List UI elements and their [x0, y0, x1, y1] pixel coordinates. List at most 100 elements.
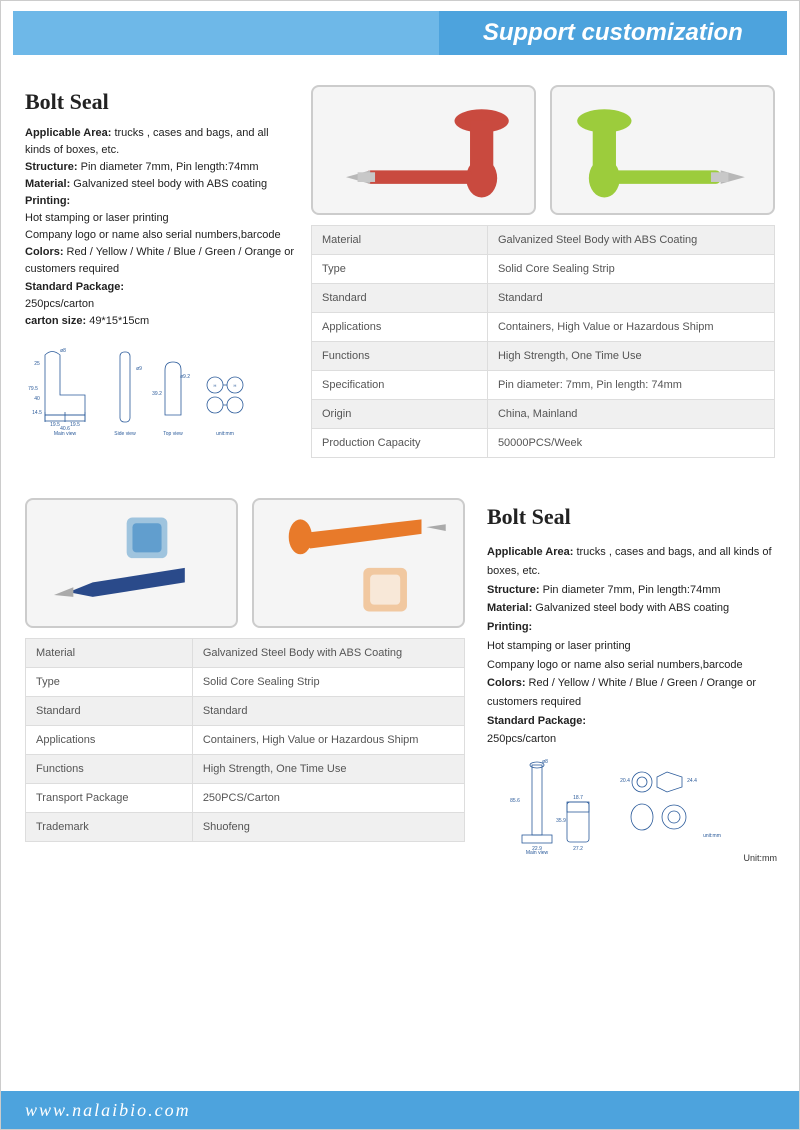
spec-value: Hot stamping or laser printing: [487, 640, 631, 652]
table-cell: 250PCS/Carton: [192, 784, 464, 813]
table-cell: Material: [26, 639, 193, 668]
spec-label: Colors:: [487, 677, 526, 689]
svg-text:Side view: Side view: [114, 431, 136, 437]
spec-line: Standard Package:: [487, 712, 775, 731]
product2-technical-diagram: Main view unit:mm 85.6 ø8 22.9 18.7 27.2…: [487, 757, 767, 862]
table-row: FunctionsHigh Strength, One Time Use: [312, 342, 775, 371]
spec-value: Red / Yellow / White / Blue / Green / Or…: [487, 677, 756, 708]
svg-text:27.2: 27.2: [573, 846, 583, 852]
table-cell: Galvanized Steel Body with ABS Coating: [487, 226, 774, 255]
product2-image-blue: [25, 498, 238, 628]
svg-text:unit:mm: unit:mm: [216, 431, 234, 437]
table-cell: Functions: [26, 755, 193, 784]
spec-label: carton size:: [25, 315, 86, 327]
table-cell: Material: [312, 226, 488, 255]
table-cell: Production Capacity: [312, 429, 488, 458]
table-cell: Standard: [26, 697, 193, 726]
product1-spec-table: MaterialGalvanized Steel Body with ABS C…: [311, 225, 775, 458]
table-cell: Solid Core Sealing Strip: [192, 668, 464, 697]
table-cell: Specification: [312, 371, 488, 400]
spec-value: 250pcs/carton: [25, 298, 94, 310]
spec-value: Company logo or name also serial numbers…: [487, 659, 743, 671]
table-row: StandardStandard: [312, 284, 775, 313]
spec-value: Hot stamping or laser printing: [25, 212, 169, 224]
table-cell: Solid Core Sealing Strip: [487, 255, 774, 284]
table-cell: Containers, High Value or Hazardous Ship…: [192, 726, 464, 755]
spec-line: Printing:: [487, 618, 775, 637]
table-row: TrademarkShuofeng: [26, 813, 465, 842]
spec-line: 250pcs/carton: [487, 730, 775, 749]
spec-line: Colors: Red / Yellow / White / Blue / Gr…: [25, 244, 295, 278]
spec-line: Company logo or name also serial numbers…: [25, 227, 295, 244]
table-cell: Functions: [312, 342, 488, 371]
svg-text:39.2: 39.2: [152, 391, 162, 397]
spec-line: Applicable Area: trucks , cases and bags…: [487, 543, 775, 580]
spec-label: Printing:: [25, 195, 70, 207]
spec-value: Company logo or name also serial numbers…: [25, 229, 281, 241]
svg-text:85.6: 85.6: [510, 798, 520, 804]
spec-line: Colors: Red / Yellow / White / Blue / Gr…: [487, 674, 775, 711]
svg-text:18.7: 18.7: [573, 795, 583, 801]
spec-value: Galvanized steel body with ABS coating: [532, 602, 729, 614]
svg-text:unit:mm: unit:mm: [703, 833, 721, 839]
table-cell: Origin: [312, 400, 488, 429]
table-cell: Standard: [192, 697, 464, 726]
svg-text:35.9: 35.9: [556, 818, 566, 824]
svg-text:14.5: 14.5: [32, 410, 42, 416]
footer-bar: www.nalaibio.com: [1, 1091, 799, 1129]
table-cell: Galvanized Steel Body with ABS Coating: [192, 639, 464, 668]
table-row: TypeSolid Core Sealing Strip: [26, 668, 465, 697]
table-cell: High Strength, One Time Use: [487, 342, 774, 371]
spec-line: Printing:: [25, 193, 295, 210]
product2-spec-table: MaterialGalvanized Steel Body with ABS C…: [25, 638, 465, 842]
table-row: TypeSolid Core Sealing Strip: [312, 255, 775, 284]
product1-description: Bolt Seal Applicable Area: trucks , case…: [25, 85, 295, 458]
spec-line: carton size: 49*15*15cm: [25, 313, 295, 330]
svg-text:22.9: 22.9: [532, 846, 542, 852]
table-cell: Standard: [487, 284, 774, 313]
spec-line: Structure: Pin diameter 7mm, Pin length:…: [25, 159, 295, 176]
spec-value: Pin diameter 7mm, Pin length:74mm: [540, 584, 721, 596]
spec-label: Applicable Area:: [25, 127, 111, 139]
svg-text:Top view: Top view: [163, 431, 183, 437]
product-section-1: Bolt Seal Applicable Area: trucks , case…: [1, 55, 799, 468]
table-cell: Trademark: [26, 813, 193, 842]
header-accent-left: [13, 11, 439, 55]
product1-image-red: [311, 85, 536, 215]
table-cell: Standard: [312, 284, 488, 313]
table-row: Production Capacity50000PCS/Week: [312, 429, 775, 458]
table-row: StandardStandard: [26, 697, 465, 726]
spec-value: 250pcs/carton: [487, 733, 556, 745]
spec-line: Hot stamping or laser printing: [487, 637, 775, 656]
table-cell: China, Mainland: [487, 400, 774, 429]
svg-text:40: 40: [34, 396, 40, 402]
svg-text:79.5: 79.5: [28, 386, 38, 392]
table-cell: 50000PCS/Week: [487, 429, 774, 458]
spec-line: Material: Galvanized steel body with ABS…: [25, 176, 295, 193]
spec-line: Standard Package:: [25, 279, 295, 296]
table-cell: Applications: [26, 726, 193, 755]
product1-image-green: [550, 85, 775, 215]
table-row: FunctionsHigh Strength, One Time Use: [26, 755, 465, 784]
svg-text:24.4: 24.4: [687, 778, 697, 784]
product1-title: Bolt Seal: [25, 85, 295, 119]
svg-text:ø9.2: ø9.2: [180, 374, 190, 380]
spec-line: 250pcs/carton: [25, 296, 295, 313]
header-bar: Support customization: [13, 11, 787, 55]
spec-value: Galvanized steel body with ABS coating: [70, 178, 267, 190]
svg-text:ø8: ø8: [60, 348, 66, 354]
footer-url: www.nalaibio.com: [25, 1100, 191, 1121]
table-row: Transport Package250PCS/Carton: [26, 784, 465, 813]
svg-text:ø8: ø8: [542, 759, 548, 765]
spec-label: Colors:: [25, 246, 64, 258]
svg-text:20.4: 20.4: [620, 778, 630, 784]
spec-line: Material: Galvanized steel body with ABS…: [487, 599, 775, 618]
product1-technical-diagram: Main view Side view Top view unit:mm 25 …: [25, 340, 295, 450]
table-row: OriginChina, Mainland: [312, 400, 775, 429]
svg-text:ø9: ø9: [136, 366, 142, 372]
table-cell: Type: [26, 668, 193, 697]
table-cell: Shuofeng: [192, 813, 464, 842]
unit-label: Unit:mm: [744, 851, 778, 866]
spec-label: Printing:: [487, 621, 532, 633]
table-row: ApplicationsContainers, High Value or Ha…: [312, 313, 775, 342]
